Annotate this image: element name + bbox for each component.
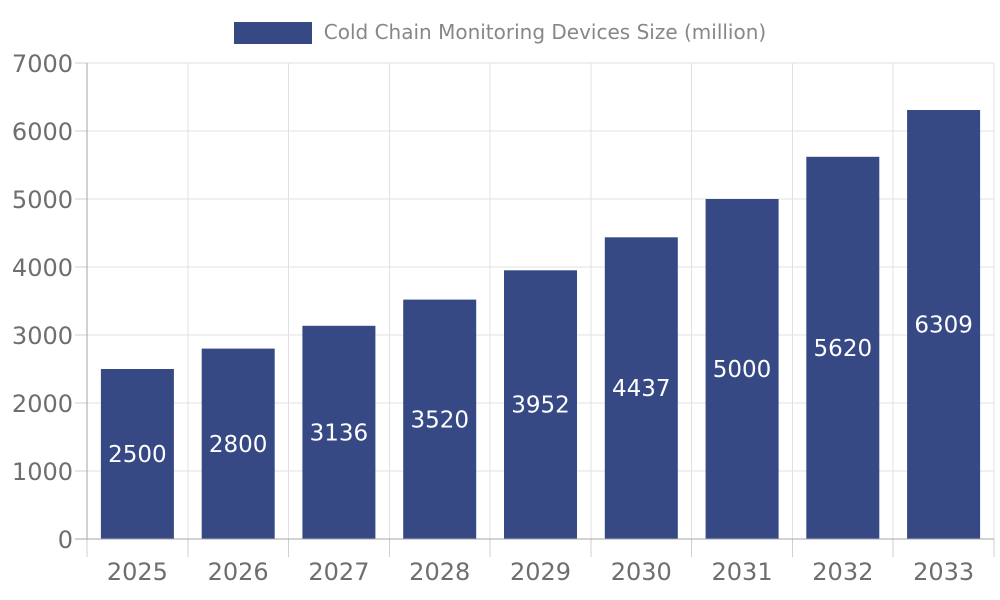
bar-label-2030: 4437 (612, 376, 671, 402)
bar-2033[interactable] (907, 110, 981, 539)
bar-2029[interactable] (504, 270, 577, 539)
y-tick-label-3000: 3000 (12, 322, 73, 350)
bar-label-2027: 3136 (310, 420, 369, 446)
bar-label-2031: 5000 (713, 357, 772, 383)
bar-2030[interactable] (604, 237, 678, 540)
bar-2025[interactable] (100, 369, 174, 539)
bar-2032[interactable] (806, 156, 880, 540)
y-tick-label-5000: 5000 (12, 186, 73, 214)
y-tick-label-0: 0 (58, 526, 73, 554)
x-tick-label-2025: 2025 (107, 558, 168, 586)
y-tick-label-6000: 6000 (12, 118, 73, 146)
legend-swatch (233, 21, 312, 44)
x-tick-label-2031: 2031 (712, 558, 773, 586)
x-tick-label-2029: 2029 (510, 558, 571, 586)
x-tick-label-2033: 2033 (913, 558, 974, 586)
bar-label-2025: 2500 (108, 442, 167, 468)
x-tick-label-2030: 2030 (611, 558, 672, 586)
bar-2026[interactable] (201, 348, 275, 539)
y-tick-label-2000: 2000 (12, 390, 73, 418)
x-tick-label-2027: 2027 (308, 558, 369, 586)
bar-2027[interactable] (302, 325, 376, 539)
bar-label-2033: 6309 (914, 312, 973, 338)
x-tick-label-2028: 2028 (409, 558, 470, 586)
legend-label: Cold Chain Monitoring Devices Size (mill… (323, 20, 767, 44)
bar-label-2029: 3952 (511, 393, 570, 419)
bar-label-2028: 3520 (410, 407, 469, 433)
y-tick-label-7000: 7000 (12, 50, 73, 78)
x-tick-label-2032: 2032 (812, 558, 873, 586)
y-tick-label-1000: 1000 (12, 458, 73, 486)
legend[interactable]: Cold Chain Monitoring Devices Size (mill… (0, 21, 1000, 44)
bar-2031[interactable] (705, 199, 779, 539)
bar-label-2032: 5620 (814, 336, 873, 362)
y-tick-label-4000: 4000 (12, 254, 73, 282)
bar-label-2026: 2800 (209, 432, 268, 458)
bar-2028[interactable] (403, 299, 477, 539)
x-tick-label-2026: 2026 (208, 558, 269, 586)
